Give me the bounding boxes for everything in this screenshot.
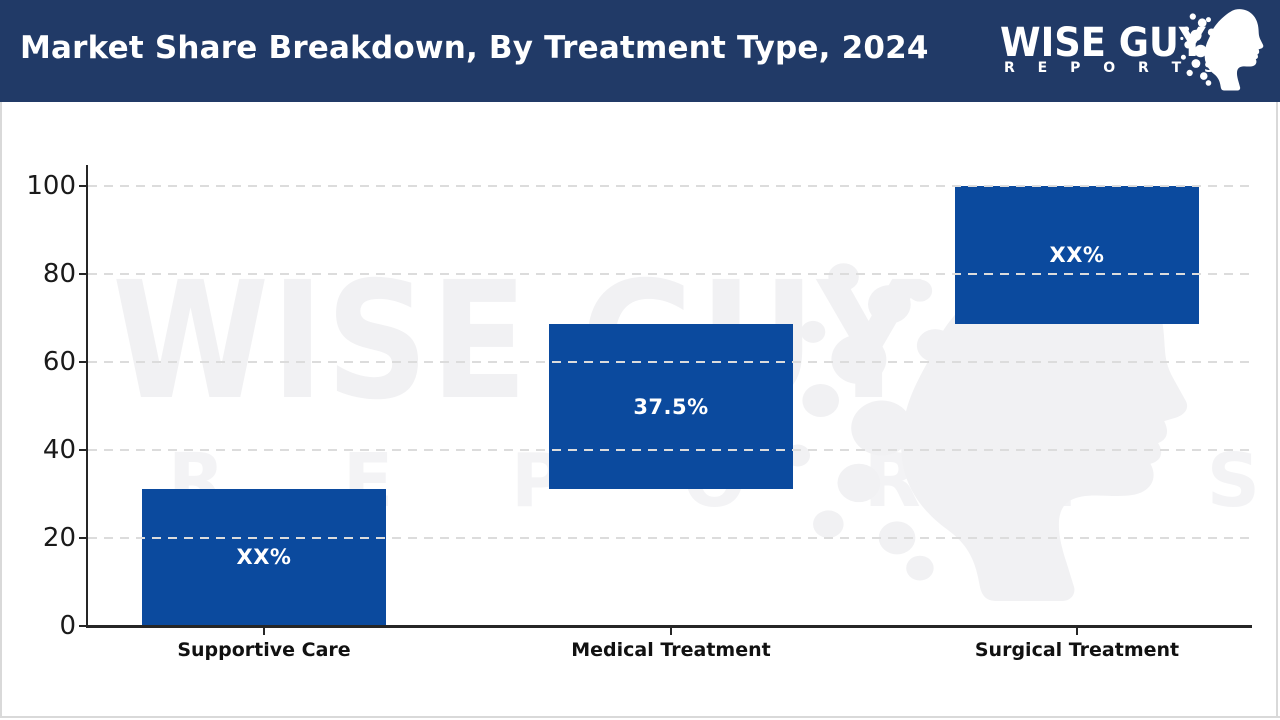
gridline-20 xyxy=(88,536,1252,539)
y-tick-label-60: 60 xyxy=(42,346,76,377)
x-category-label: Medical Treatment xyxy=(571,639,771,661)
y-tick-label-40: 40 xyxy=(42,434,76,465)
x-category-label: Surgical Treatment xyxy=(974,639,1180,661)
watermark-wordmark: WISE GUY xyxy=(112,248,923,436)
bar-value-label: 37.5% xyxy=(633,394,709,419)
y-tick-20 xyxy=(79,536,88,539)
gridline-60 xyxy=(88,360,1252,363)
y-tick-label-100: 100 xyxy=(26,170,76,201)
page-border-bottom xyxy=(0,716,1280,718)
y-tick-60 xyxy=(79,360,88,363)
bar-surgical-treatment: XX% xyxy=(955,185,1199,325)
y-tick-40 xyxy=(79,448,88,451)
page-title: Market Share Breakdown, By Treatment Typ… xyxy=(20,30,929,66)
y-tick-label-0: 0 xyxy=(59,610,76,641)
bar-value-label: XX% xyxy=(1049,242,1105,267)
gridline-40 xyxy=(88,448,1252,451)
y-axis-spine xyxy=(86,165,88,628)
y-tick-100 xyxy=(79,184,88,187)
x-category-label: Supportive Care xyxy=(177,639,351,661)
x-tick-2 xyxy=(670,627,672,635)
bar-supportive-care: XX% xyxy=(142,489,386,626)
y-tick-0 xyxy=(79,624,88,627)
gridline-100 xyxy=(88,184,1252,187)
y-tick-label-80: 80 xyxy=(42,258,76,289)
x-tick-1 xyxy=(263,627,265,635)
x-axis-spine xyxy=(86,624,1252,628)
bar-medical-treatment: 37.5% xyxy=(549,324,793,490)
y-tick-80 xyxy=(79,272,88,275)
page-border-right xyxy=(1276,102,1278,717)
page-border-left xyxy=(0,102,2,717)
bar-value-label: XX% xyxy=(236,545,292,570)
wiseguy-logo: WISE GUY R E P O R T S xyxy=(1000,0,1272,102)
wiseguy-face-icon xyxy=(1168,4,1268,98)
gridline-80 xyxy=(88,272,1252,275)
x-tick-3 xyxy=(1076,627,1078,635)
logo-subtitle: R E P O R T S xyxy=(1004,60,1224,76)
y-tick-label-20: 20 xyxy=(42,522,76,553)
header-band: Market Share Breakdown, By Treatment Typ… xyxy=(0,0,1280,102)
